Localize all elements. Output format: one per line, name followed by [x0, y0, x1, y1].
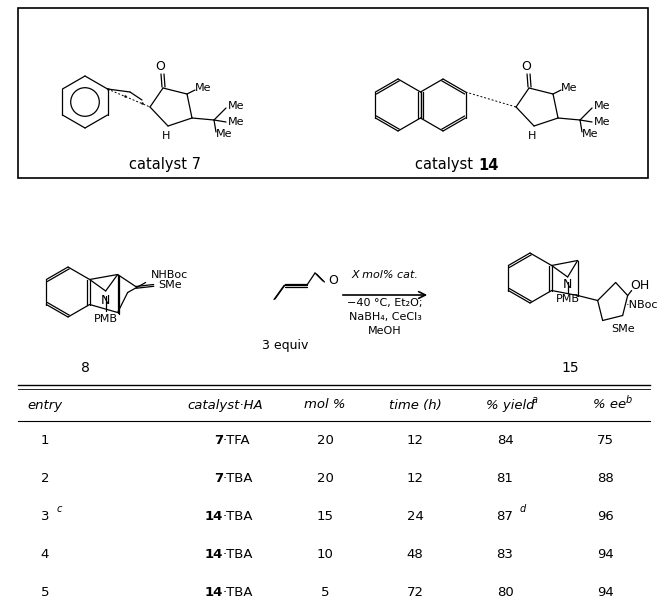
Text: catalyst: catalyst — [415, 157, 478, 173]
Text: 10: 10 — [317, 548, 333, 561]
Text: d: d — [520, 504, 526, 514]
Text: N: N — [563, 278, 572, 291]
Text: N: N — [101, 294, 110, 307]
Text: 12: 12 — [407, 472, 424, 485]
Text: 20: 20 — [317, 435, 333, 447]
Text: 24: 24 — [407, 510, 424, 523]
Text: PMB: PMB — [94, 314, 118, 324]
Text: % ee: % ee — [593, 398, 627, 411]
Text: 81: 81 — [496, 472, 514, 485]
Text: Me: Me — [561, 83, 578, 93]
Text: 80: 80 — [496, 586, 514, 600]
Text: O: O — [155, 59, 165, 72]
Bar — [18, 8, 648, 178]
Text: 14: 14 — [204, 510, 223, 523]
Text: 3: 3 — [41, 510, 49, 523]
Text: b: b — [626, 395, 632, 405]
Text: OH: OH — [631, 279, 650, 292]
Text: Me: Me — [594, 117, 611, 127]
Text: Me: Me — [228, 117, 244, 127]
Text: time (h): time (h) — [389, 398, 442, 411]
Text: MeOH: MeOH — [368, 326, 402, 336]
Text: 72: 72 — [407, 586, 424, 600]
Text: 88: 88 — [597, 472, 613, 485]
Text: mol %: mol % — [304, 398, 346, 411]
Text: 3 equiv: 3 equiv — [262, 338, 308, 351]
Text: NaBH₄, CeCl₃: NaBH₄, CeCl₃ — [349, 312, 422, 322]
Text: ·TBA: ·TBA — [223, 510, 253, 523]
Text: 7: 7 — [214, 435, 223, 447]
Text: Me: Me — [216, 129, 232, 139]
Text: H: H — [162, 131, 170, 141]
Text: Me: Me — [195, 83, 212, 93]
Text: 7: 7 — [214, 472, 223, 485]
Text: 96: 96 — [597, 510, 613, 523]
Text: a: a — [532, 395, 538, 405]
Text: 15: 15 — [317, 510, 333, 523]
Text: SMe: SMe — [611, 324, 635, 334]
Text: 14: 14 — [204, 586, 223, 600]
Text: 4: 4 — [41, 548, 49, 561]
Text: 83: 83 — [496, 548, 514, 561]
Text: 12: 12 — [407, 435, 424, 447]
Text: ·TFA: ·TFA — [223, 435, 250, 447]
Text: 2: 2 — [41, 472, 49, 485]
Text: 14: 14 — [204, 548, 223, 561]
Text: 84: 84 — [496, 435, 514, 447]
Text: 48: 48 — [407, 548, 424, 561]
Text: H: H — [528, 131, 536, 141]
Text: 5: 5 — [321, 586, 329, 600]
Text: X mol% cat.: X mol% cat. — [351, 270, 418, 280]
Text: 20: 20 — [317, 472, 333, 485]
Text: entry: entry — [27, 398, 63, 411]
Text: ·TBA: ·TBA — [223, 548, 253, 561]
Text: SMe: SMe — [159, 280, 182, 289]
Text: 87: 87 — [496, 510, 514, 523]
Text: catalyst·HA: catalyst·HA — [187, 398, 263, 411]
Text: 94: 94 — [597, 586, 613, 600]
Text: 1: 1 — [41, 435, 49, 447]
Text: O: O — [521, 59, 531, 72]
Text: NHBoc: NHBoc — [151, 269, 188, 280]
Text: 75: 75 — [597, 435, 613, 447]
Text: catalyst 7: catalyst 7 — [129, 157, 201, 173]
Text: 94: 94 — [597, 548, 613, 561]
Text: 15: 15 — [561, 361, 578, 375]
Text: ·NBoc: ·NBoc — [626, 300, 658, 310]
Text: PMB: PMB — [556, 294, 580, 304]
Text: ·TBA: ·TBA — [223, 586, 253, 600]
Text: Me: Me — [594, 101, 611, 111]
Text: c: c — [57, 504, 62, 514]
Text: % yield: % yield — [486, 398, 534, 411]
Text: 8: 8 — [81, 361, 90, 375]
Text: ·TBA: ·TBA — [223, 472, 253, 485]
Text: 5: 5 — [41, 586, 49, 600]
Text: 14: 14 — [478, 157, 498, 173]
Text: Me: Me — [228, 101, 244, 111]
Text: −40 °C, Et₂O;: −40 °C, Et₂O; — [347, 298, 423, 308]
Text: O: O — [328, 274, 338, 286]
Text: Me: Me — [582, 129, 599, 139]
